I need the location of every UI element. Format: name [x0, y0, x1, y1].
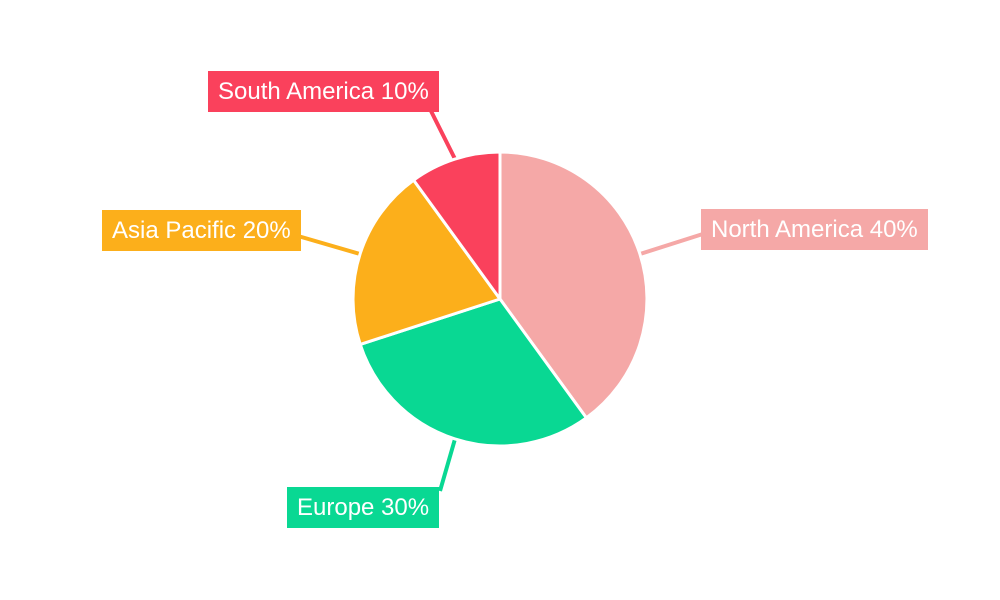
leader-line-asia-pacific: [297, 234, 361, 256]
pie-slice-south-america[interactable]: [412, 150, 502, 301]
leader-line-europe: [438, 438, 457, 492]
leader-line-south-america: [427, 106, 457, 160]
pie-slice-europe[interactable]: [358, 297, 588, 448]
leader-line-north-america: [639, 231, 707, 256]
pie-slice-asia-pacific[interactable]: [351, 178, 502, 346]
pie-slice-north-america[interactable]: [498, 150, 649, 420]
